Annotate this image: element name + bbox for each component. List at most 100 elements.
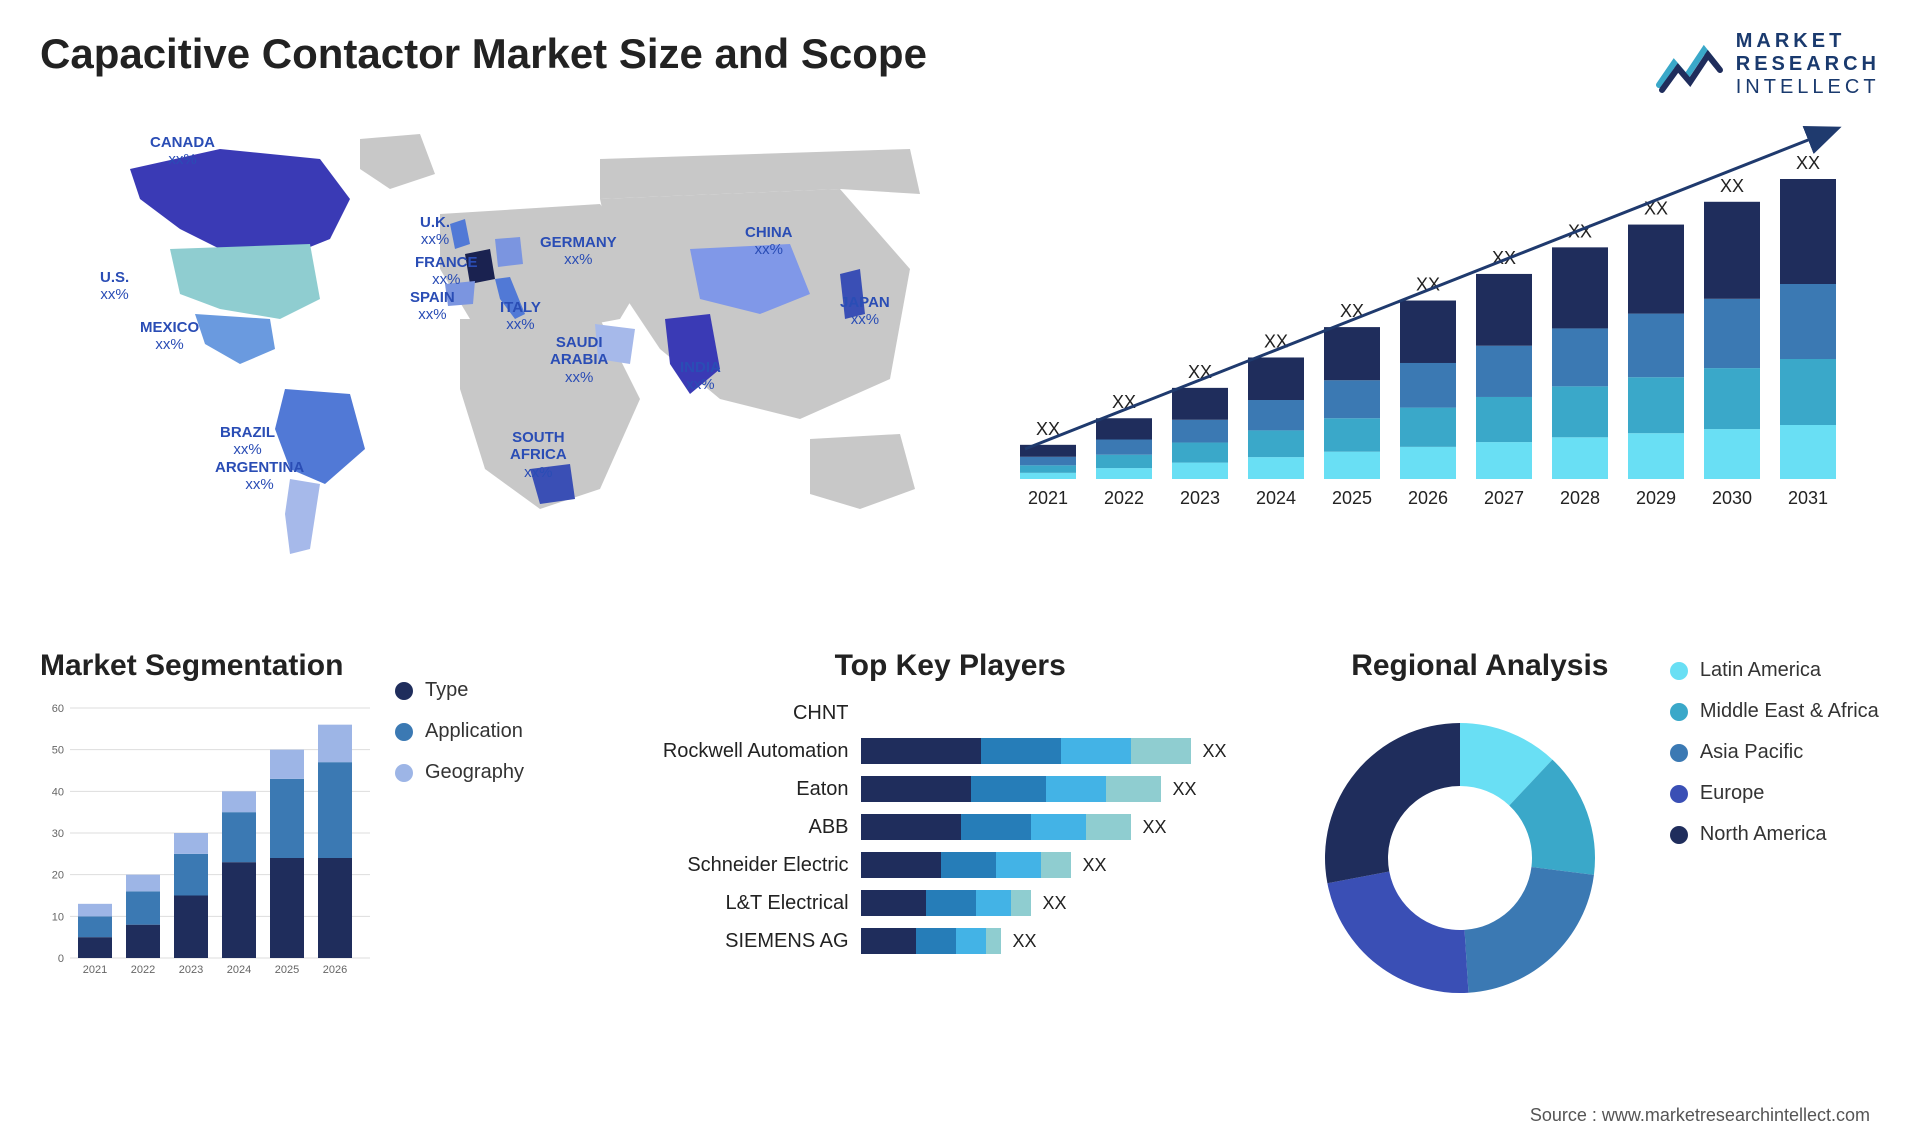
seg-bar-seg: [270, 858, 304, 958]
player-bar-seg: [1086, 814, 1131, 840]
growth-bar-seg: [1704, 202, 1760, 299]
growth-bar-seg: [1172, 388, 1228, 420]
growth-x-tick: 2028: [1560, 488, 1600, 508]
player-bar-seg: [981, 738, 1061, 764]
player-bar-seg: [916, 928, 956, 954]
map-label-canada: CANADAxx%: [150, 134, 215, 169]
player-bar-seg: [976, 890, 1011, 916]
bottom-row: Market Segmentation 01020304050602021202…: [40, 649, 1880, 1029]
segmentation-chart: 0102030405060202120222023202420252026: [40, 698, 370, 998]
players-list: CHNTRockwell AutomationXXEatonXXABBXXSch…: [641, 698, 1260, 956]
growth-bar-seg: [1248, 357, 1304, 400]
growth-bar-seg: [1476, 274, 1532, 346]
donut-slice: [1464, 867, 1593, 993]
growth-x-tick: 2025: [1332, 488, 1372, 508]
legend-label: Type: [425, 679, 468, 702]
seg-bar-seg: [126, 925, 160, 958]
player-bar-seg: [1031, 814, 1086, 840]
growth-bar-seg: [1780, 284, 1836, 359]
players-panel: Top Key Players CHNT Rockwell Automation X…: [641, 649, 1260, 1029]
player-bar-seg: [861, 852, 941, 878]
seg-bar-seg: [270, 750, 304, 779]
player-name: SIEMENS AG: [641, 930, 861, 953]
growth-bar-seg: [1476, 346, 1532, 397]
growth-bar-seg: [1020, 457, 1076, 466]
legend-label: Middle East & Africa: [1700, 700, 1879, 723]
map-label-spain: SPAINxx%: [410, 289, 455, 324]
logo-icon: [1656, 35, 1726, 95]
map-label-china: CHINAxx%: [745, 224, 793, 259]
segmentation-title: Market Segmentation: [40, 649, 370, 683]
player-bar-seg: [861, 738, 981, 764]
player-name: Schneider Electric: [641, 854, 861, 877]
seg-x-tick: 2025: [275, 964, 299, 976]
regional-legend-item: North America: [1670, 823, 1879, 846]
seg-x-tick: 2023: [179, 964, 203, 976]
growth-bar-seg: [1172, 443, 1228, 463]
player-bar-seg: [986, 928, 1001, 954]
player-bar: [861, 814, 1131, 840]
map-label-germany: GERMANYxx%: [540, 234, 617, 269]
player-name: Rockwell Automation: [641, 740, 861, 763]
seg-bar-seg: [174, 854, 208, 896]
donut-slice: [1325, 723, 1460, 883]
country-mexico: [195, 314, 275, 364]
seg-y-tick: 0: [58, 953, 64, 965]
legend-dot-icon: [1670, 703, 1688, 721]
player-row: CHNT: [641, 698, 1260, 728]
map-label-u-s-: U.S.xx%: [100, 269, 129, 304]
player-value: XX: [1013, 931, 1037, 952]
map-label-mexico: MEXICOxx%: [140, 319, 199, 354]
legend-dot-icon: [1670, 744, 1688, 762]
segmentation-legend: TypeApplicationGeography: [370, 649, 524, 1029]
growth-chart: XX2021XX2022XX2023XX2024XX2025XX2026XX20…: [1010, 119, 1880, 619]
player-bar-seg: [861, 776, 971, 802]
player-bar-seg: [861, 890, 926, 916]
seg-bar-seg: [126, 875, 160, 892]
player-bar-seg: [1131, 738, 1191, 764]
player-row: EatonXX: [641, 774, 1260, 804]
player-bar-seg: [956, 928, 986, 954]
growth-x-tick: 2023: [1180, 488, 1220, 508]
player-name: CHNT: [641, 702, 861, 725]
growth-bar-seg: [1780, 359, 1836, 425]
growth-bar-label: XX: [1796, 153, 1820, 173]
seg-bar-seg: [126, 891, 160, 924]
player-row: Schneider Electric XX: [641, 850, 1260, 880]
player-name: Eaton: [641, 778, 861, 801]
growth-bar-label: XX: [1720, 176, 1744, 196]
player-value: XX: [1083, 855, 1107, 876]
growth-bar-seg: [1628, 377, 1684, 433]
seg-y-tick: 40: [52, 786, 64, 798]
growth-bar-seg: [1552, 437, 1608, 479]
growth-bar-seg: [1552, 328, 1608, 386]
map-label-italy: ITALYxx%: [500, 299, 541, 334]
growth-bar-seg: [1096, 440, 1152, 455]
growth-x-tick: 2027: [1484, 488, 1524, 508]
player-bar-seg: [996, 852, 1041, 878]
player-name: ABB: [641, 816, 861, 839]
seg-y-tick: 60: [52, 703, 64, 715]
growth-bar-seg: [1324, 418, 1380, 451]
map-label-argentina: ARGENTINAxx%: [215, 459, 304, 494]
growth-bar-seg: [1780, 425, 1836, 479]
growth-bar-seg: [1400, 363, 1456, 408]
map-svg: [40, 119, 950, 589]
players-title: Top Key Players: [641, 649, 1260, 683]
player-bar-seg: [1041, 852, 1071, 878]
seg-y-tick: 10: [52, 911, 64, 923]
seg-bar-seg: [222, 791, 256, 812]
header: Capacitive Contactor Market Size and Sco…: [40, 30, 1880, 99]
growth-x-tick: 2024: [1256, 488, 1296, 508]
seg-x-tick: 2026: [323, 964, 347, 976]
growth-x-tick: 2021: [1028, 488, 1068, 508]
source-attribution: Source : www.marketresearchintellect.com: [1530, 1105, 1870, 1126]
player-bar: [861, 738, 1191, 764]
player-bar-seg: [1011, 890, 1031, 916]
map-label-u-k-: U.K.xx%: [420, 214, 450, 249]
legend-dot-icon: [395, 764, 413, 782]
player-row: SIEMENS AG XX: [641, 926, 1260, 956]
country-australia-blob: [810, 434, 915, 509]
map-label-brazil: BRAZILxx%: [220, 424, 275, 459]
top-row: CANADAxx% U.S.xx% MEXICOxx% BRAZILxx%ARGENT…: [40, 119, 1880, 619]
